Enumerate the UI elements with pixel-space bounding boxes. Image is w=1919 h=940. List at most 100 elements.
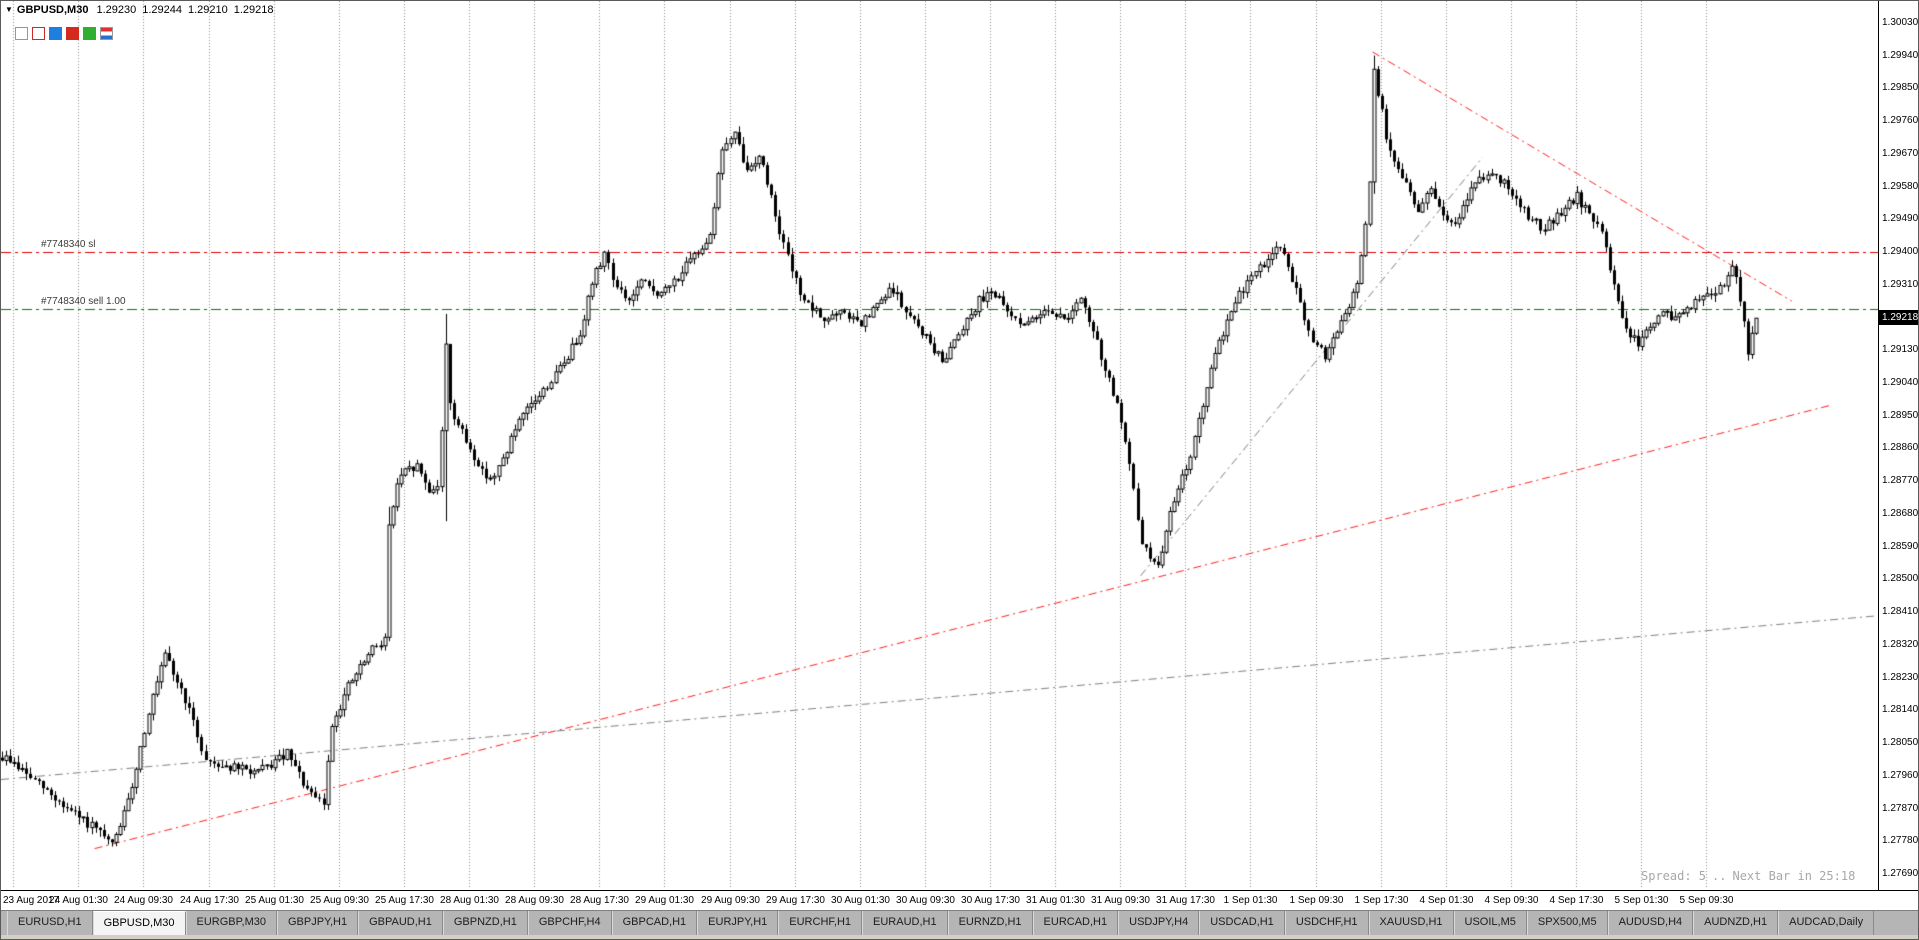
chart-tab-spx500-m5[interactable]: SPX500,M5 (1526, 911, 1608, 935)
price-tick: 1.29940 (1882, 49, 1919, 61)
price-tick: 1.28590 (1882, 540, 1919, 552)
time-axis[interactable]: 23 Aug 2017 24 Aug 01:30 24 Aug 09:30 24 Au… (1, 890, 1918, 910)
time-tick: 30 Aug 17:30 (961, 895, 1020, 906)
time-tick: 30 Aug 09:30 (896, 895, 955, 906)
ohlc-open: 1.29230 (96, 4, 137, 16)
ohlc-close: 1.29218 (233, 4, 274, 16)
price-tick: 1.29490 (1882, 213, 1919, 225)
price-tick: 1.30030 (1882, 16, 1919, 28)
time-tick: 31 Aug 01:30 (1026, 895, 1085, 906)
chart-tab-euraud-h1[interactable]: EURAUD,H1 (862, 911, 948, 935)
price-tick: 1.28320 (1882, 638, 1919, 650)
chart-tab-audusd-h4[interactable]: AUDUSD,H4 (1607, 911, 1694, 935)
price-tick: 1.28230 (1882, 671, 1919, 683)
next-bar-countdown: Next Bar in 25:18 (1732, 869, 1856, 883)
price-tick: 1.27780 (1882, 835, 1919, 847)
chart-tab-gbpchf-h4[interactable]: GBPCHF,H4 (527, 911, 612, 935)
time-tick: 29 Aug 17:30 (766, 895, 825, 906)
chart-tab-usdchf-h1[interactable]: USDCHF,H1 (1284, 911, 1369, 935)
price-tick: 1.29400 (1882, 246, 1919, 257)
price-tick: 1.27870 (1882, 802, 1919, 814)
spread-label: Spread: 5 (1641, 869, 1707, 883)
price-axis[interactable]: 1.29218 1.30030 1.29940 1.29850 1.29760 1.29… (1878, 1, 1919, 890)
time-tick: 25 Aug 09:30 (310, 895, 369, 906)
time-tick: 31 Aug 09:30 (1091, 895, 1150, 906)
chart-tab-eurchf-h1[interactable]: EURCHF,H1 (778, 911, 863, 935)
striped-flag-square-icon[interactable] (100, 27, 113, 40)
time-tick: 25 Aug 17:30 (375, 895, 434, 906)
chart-tab-gbpusd-m30[interactable]: GBPUSD,M30 (92, 911, 186, 935)
time-tick: 24 Aug 01:30 (49, 895, 108, 906)
chart-tab-gbpaud-h1[interactable]: GBPAUD,H1 (358, 911, 443, 935)
chart-tab-eurusd-h1[interactable]: EURUSD,H1 (7, 911, 93, 935)
ohlc-high: 1.29244 (142, 4, 182, 16)
price-tick: 1.29580 (1882, 180, 1919, 192)
current-price-box: 1.29218 (1879, 310, 1918, 326)
price-tick: 1.29850 (1882, 82, 1919, 94)
blue-outline-square-icon[interactable] (15, 27, 28, 40)
time-tick: 29 Aug 09:30 (701, 895, 760, 906)
time-tick: 1 Sep 09:30 (1289, 895, 1344, 906)
time-tick: 28 Aug 01:30 (440, 895, 499, 906)
time-tick: 31 Aug 17:30 (1156, 895, 1215, 906)
time-tick: 24 Aug 09:30 (114, 895, 173, 906)
time-tick: 29 Aug 01:30 (635, 895, 694, 906)
time-tick: 28 Aug 17:30 (570, 895, 629, 906)
chart-tab-gbpcad-h1[interactable]: GBPCAD,H1 (611, 911, 698, 935)
object-color-toolbar (15, 27, 113, 40)
ohlc-low: 1.29210 (187, 4, 228, 16)
time-tick: 1 Sep 17:30 (1354, 895, 1409, 906)
chart-tab-usdjpy-h4[interactable]: USDJPY,H4 (1118, 911, 1200, 935)
time-tick: 25 Aug 01:30 (245, 895, 304, 906)
price-tick: 1.29310 (1882, 278, 1919, 290)
red-outline-square-icon[interactable] (32, 27, 45, 40)
time-tick: 23 Aug 2017 (3, 895, 60, 906)
green-square-icon[interactable] (83, 27, 96, 40)
red-square-icon[interactable] (66, 27, 79, 40)
chart-tab-eurcad-h1[interactable]: EURCAD,H1 (1032, 911, 1119, 935)
chart-tabs-bar: EURUSD,H1 GBPUSD,M30 EURGBP,M30 GBPJPY,H1 GB… (1, 910, 1918, 935)
price-tick: 1.28860 (1882, 442, 1919, 454)
time-tick: 28 Aug 09:30 (505, 895, 564, 906)
price-tick: 1.27690 (1882, 868, 1919, 880)
time-tick: 30 Aug 01:30 (831, 895, 890, 906)
price-chart-canvas[interactable] (1, 1, 1878, 889)
time-tick: 24 Aug 17:30 (180, 895, 239, 906)
status-separator: .. (1712, 869, 1727, 883)
chart-tab-eurjpy-h1[interactable]: EURJPY,H1 (697, 911, 779, 935)
time-tick: 1 Sep 01:30 (1223, 895, 1278, 906)
chart-tab-usdcad-h1[interactable]: USDCAD,H1 (1199, 911, 1285, 935)
price-tick: 1.28410 (1882, 606, 1919, 618)
quick-trade-dropdown-icon[interactable]: ▼ (5, 5, 13, 14)
price-tick: 1.28500 (1882, 573, 1919, 585)
price-tick: 1.29130 (1882, 344, 1919, 356)
price-tick: 1.29760 (1882, 115, 1919, 127)
symbol-ohlc-header: ▼ GBPUSD,M30 1.29230 1.29244 1.29210 1.29218 (5, 4, 280, 16)
price-tick: 1.28140 (1882, 704, 1919, 716)
chart-tab-eurnzd-h1[interactable]: EURNZD,H1 (947, 911, 1033, 935)
window-bottom-strip (1, 935, 1918, 939)
spread-nextbar-status: Spread: 5.. Next Bar in 25:18 (1641, 869, 1861, 883)
chart-tab-eurgbp-m30[interactable]: EURGBP,M30 (185, 911, 277, 935)
chart-tab-audnzd-h1[interactable]: AUDNZD,H1 (1693, 911, 1779, 935)
time-tick: 4 Sep 17:30 (1549, 895, 1604, 906)
open-position-line-label: #7748340 sell 1.00 (41, 295, 126, 307)
price-tick: 1.29670 (1882, 147, 1919, 159)
chart-tab-audcad-daily[interactable]: AUDCAD,Daily (1778, 911, 1875, 935)
chart-tab-gbpnzd-h1[interactable]: GBPNZD,H1 (442, 911, 528, 935)
price-tick: 1.28680 (1882, 507, 1919, 519)
symbol-period-label: GBPUSD,M30 (16, 4, 89, 16)
time-tick: 5 Sep 01:30 (1614, 895, 1669, 906)
price-tick: 1.28950 (1882, 409, 1919, 421)
time-tick: 5 Sep 09:30 (1679, 895, 1734, 906)
price-tick: 1.28770 (1882, 475, 1919, 487)
price-tick: 1.28050 (1882, 737, 1919, 749)
chart-tab-xauusd-h1[interactable]: XAUUSD,H1 (1368, 911, 1454, 935)
chart-tab-usoil-m5[interactable]: USOIL,M5 (1453, 911, 1527, 935)
time-tick: 4 Sep 01:30 (1419, 895, 1474, 906)
price-tick: 1.27960 (1882, 769, 1919, 781)
stoploss-line-label: #7748340 sl (41, 239, 96, 250)
chart-tab-gbpjpy-h1[interactable]: GBPJPY,H1 (277, 911, 359, 935)
blue-square-icon[interactable] (49, 27, 62, 40)
